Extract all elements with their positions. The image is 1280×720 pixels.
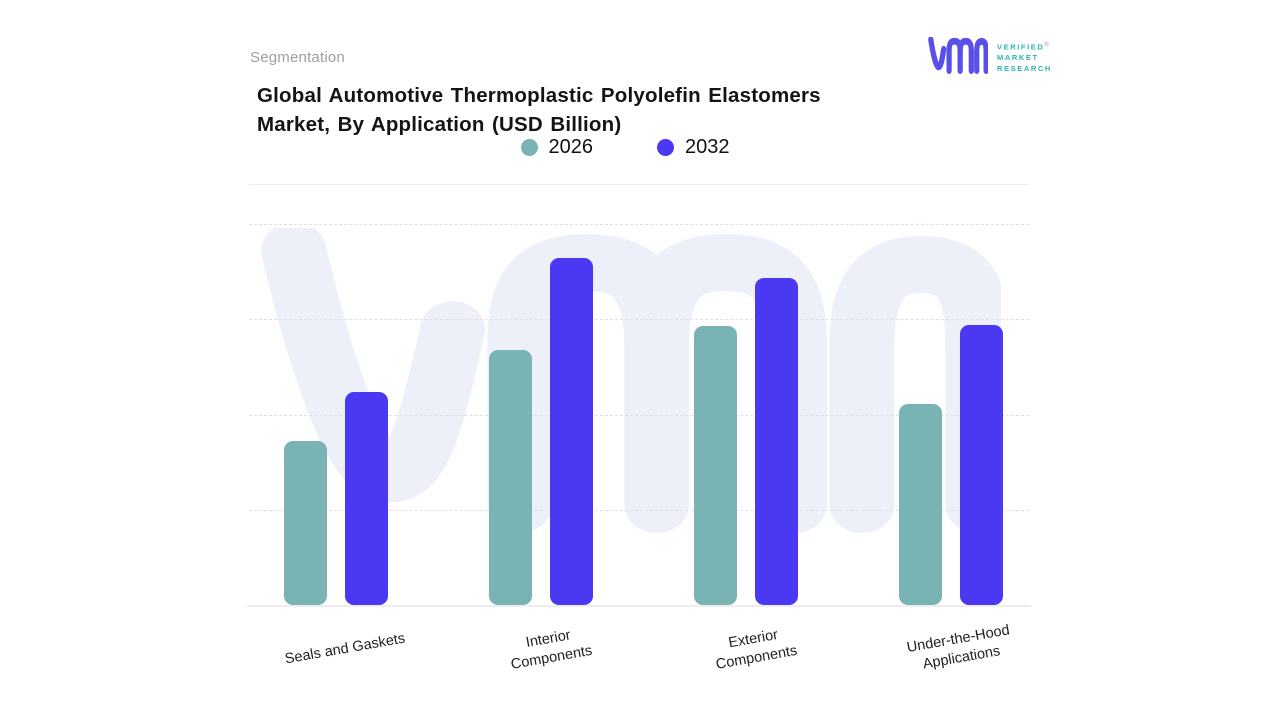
x-axis-label-category-2: Exterior Components bbox=[714, 626, 799, 673]
logo-word-verified: VERIFIED bbox=[997, 42, 1045, 52]
gridline bbox=[249, 224, 1029, 225]
registered-mark: ® bbox=[1044, 42, 1049, 48]
logo-word-market: MARKET bbox=[997, 53, 1039, 62]
vmr-logo-icon bbox=[928, 37, 988, 74]
gridline bbox=[249, 414, 1029, 416]
bar-2032-category-2 bbox=[755, 278, 798, 605]
x-axis-label-category-3: Under-the-Hood Applications bbox=[905, 622, 1011, 673]
vmr-logo: VERIFIED® MARKET RESEARCH bbox=[928, 37, 1052, 74]
chart-legend: 2026 2032 bbox=[235, 136, 1015, 159]
bar-2026-category-3 bbox=[899, 404, 942, 605]
x-axis-label-category-1: Interior Components bbox=[509, 627, 594, 673]
legend-label-2026: 2026 bbox=[548, 136, 594, 158]
header-divider bbox=[249, 184, 1029, 185]
chart-plot: Seals and Gaskets Interior Components Exter… bbox=[247, 224, 1031, 673]
bar-2032-category-0 bbox=[345, 392, 388, 605]
x-axis-line bbox=[247, 605, 1031, 607]
gridline bbox=[249, 319, 1029, 321]
bar-2032-category-1 bbox=[550, 258, 593, 605]
logo-word-research: RESEARCH bbox=[997, 63, 1052, 73]
gridline bbox=[249, 509, 1029, 511]
bar-2026-category-2 bbox=[694, 326, 737, 605]
chart-title-line2: Market, By Application (USD Billion) bbox=[257, 112, 622, 136]
x-axis-label-category-0: Seals and Gaskets bbox=[283, 630, 407, 667]
segmentation-label: Segmentation bbox=[250, 49, 345, 66]
bar-2026-category-1 bbox=[489, 350, 532, 605]
vmr-logo-text: VERIFIED® MARKET RESEARCH bbox=[997, 37, 1052, 74]
chart-title: Global Automotive Thermoplastic Polyolef… bbox=[257, 82, 937, 139]
legend-dot-2026-icon bbox=[520, 139, 538, 156]
legend-dot-2032-icon bbox=[657, 139, 674, 156]
bar-2032-category-3 bbox=[960, 325, 1003, 605]
chart-title-line1: Global Automotive Thermoplastic Polyolef… bbox=[257, 84, 821, 107]
legend-item-2032[interactable]: 2032 bbox=[657, 136, 730, 159]
bar-2026-category-0 bbox=[284, 441, 327, 605]
legend-label-2032: 2032 bbox=[685, 136, 730, 158]
legend-item-2026[interactable]: 2026 bbox=[520, 136, 594, 159]
